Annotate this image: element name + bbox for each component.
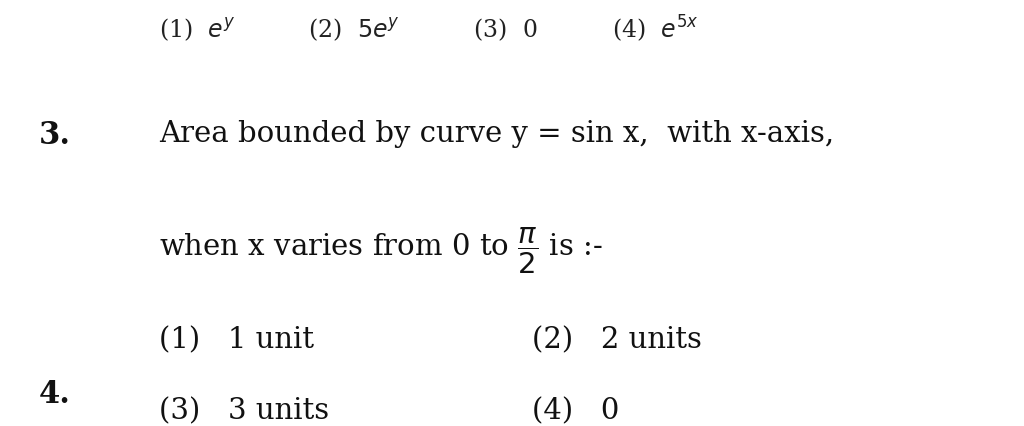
Text: 3.: 3. — [39, 119, 71, 150]
Text: when x varies from 0 to $\dfrac{\pi}{2}$ is :-: when x varies from 0 to $\dfrac{\pi}{2}$… — [159, 226, 602, 276]
Text: Area bounded by curve y = sin x,  with x-axis,: Area bounded by curve y = sin x, with x-… — [159, 119, 834, 147]
Text: (1)   1 unit: (1) 1 unit — [159, 326, 313, 354]
Text: (4)   0: (4) 0 — [532, 396, 620, 424]
Text: 4.: 4. — [39, 378, 71, 409]
Text: (2)   2 units: (2) 2 units — [532, 326, 702, 354]
Text: (3)   3 units: (3) 3 units — [159, 396, 329, 424]
Text: (1)  $e^y$          (2)  $5e^y$          (3)  0          (4)  $e^{5x}$: (1) $e^y$ (2) $5e^y$ (3) 0 (4) $e^{5x}$ — [159, 13, 698, 43]
